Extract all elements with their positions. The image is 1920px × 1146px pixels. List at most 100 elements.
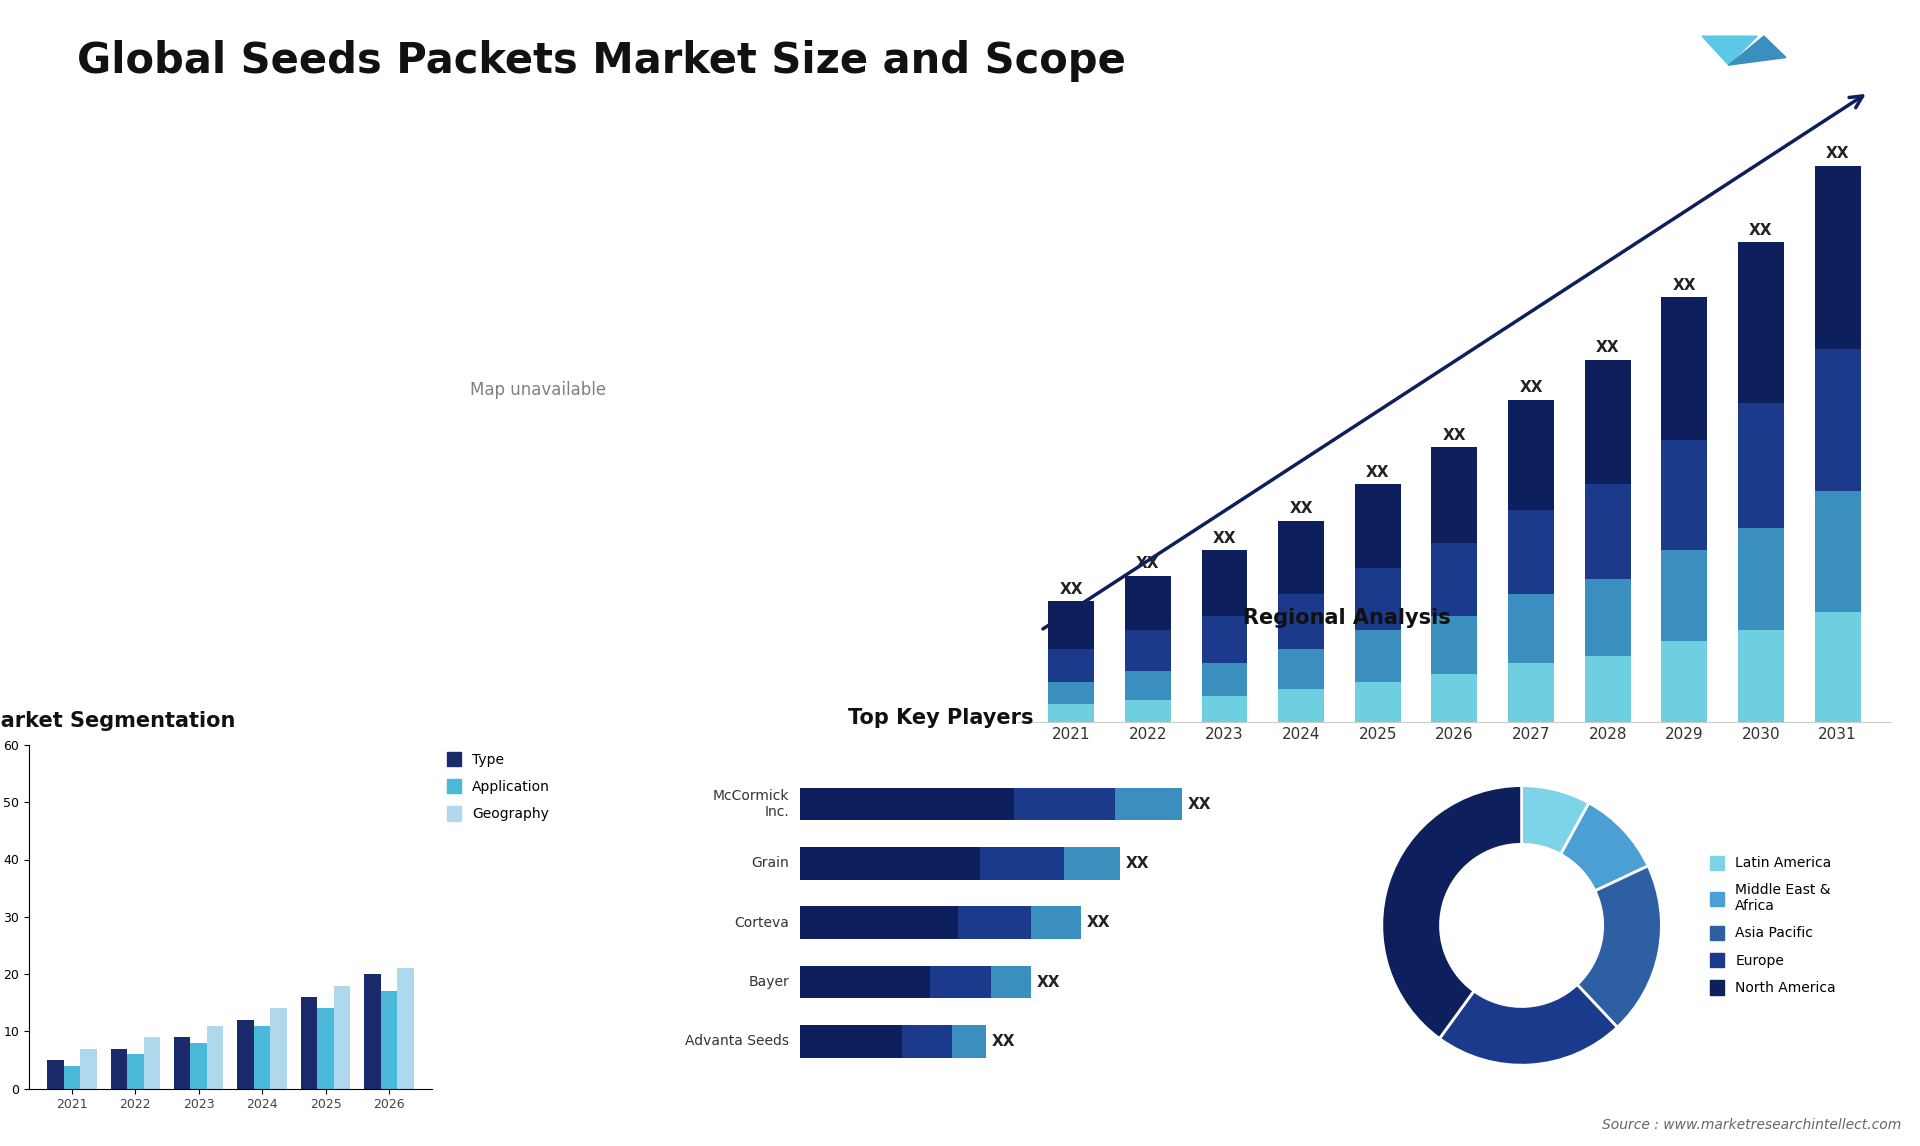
Bar (1661, 440, 1707, 550)
Bar (1738, 243, 1784, 403)
Text: MARKET: MARKET (1801, 40, 1851, 50)
Bar (365, 974, 380, 1089)
Text: Advanta Seeds: Advanta Seeds (685, 1035, 789, 1049)
Wedge shape (1440, 984, 1617, 1065)
Bar (1356, 484, 1402, 568)
Bar (1814, 165, 1860, 348)
Bar (1125, 700, 1171, 722)
Bar (1661, 642, 1707, 722)
Bar (1048, 704, 1094, 722)
Text: Map unavailable: Map unavailable (470, 380, 605, 399)
Bar (1432, 674, 1476, 722)
Bar (334, 986, 349, 1089)
Bar (1202, 697, 1248, 722)
Bar (1661, 550, 1707, 642)
Bar (1432, 447, 1476, 542)
Bar (1738, 630, 1784, 722)
Text: Regional Analysis: Regional Analysis (1242, 609, 1452, 628)
Bar (1661, 297, 1707, 440)
Bar (902, 1025, 952, 1058)
Bar (1584, 656, 1630, 722)
Bar (397, 968, 413, 1089)
Bar (1048, 602, 1094, 649)
Text: Market Segmentation: Market Segmentation (0, 711, 236, 730)
Bar (991, 966, 1031, 998)
Bar (1507, 594, 1553, 664)
Text: XX: XX (1137, 556, 1160, 571)
Bar (111, 1049, 127, 1089)
Bar (238, 1020, 253, 1089)
Bar (958, 906, 1031, 939)
Wedge shape (1521, 786, 1590, 854)
Bar (1584, 360, 1630, 484)
Bar (1814, 612, 1860, 722)
Bar (801, 1025, 902, 1058)
Bar (1507, 664, 1553, 722)
Bar (271, 1008, 286, 1089)
Bar (801, 906, 958, 939)
Text: XX: XX (1213, 531, 1236, 545)
Bar (207, 1026, 223, 1089)
Legend: Latin America, Middle East &
Africa, Asia Pacific, Europe, North America: Latin America, Middle East & Africa, Asi… (1711, 856, 1836, 995)
Bar (1432, 615, 1476, 674)
Bar (952, 1025, 985, 1058)
Bar (317, 1008, 334, 1089)
Legend: Type, Application, Geography: Type, Application, Geography (447, 752, 549, 822)
Bar (1814, 492, 1860, 612)
Bar (1202, 615, 1248, 664)
Bar (1031, 906, 1081, 939)
Bar (1584, 484, 1630, 579)
Text: XX: XX (1188, 796, 1212, 811)
Bar (1048, 649, 1094, 682)
Circle shape (1442, 846, 1601, 1005)
Bar (801, 966, 929, 998)
Bar (1116, 788, 1183, 821)
Text: Global Seeds Packets Market Size and Scope: Global Seeds Packets Market Size and Sco… (77, 40, 1125, 83)
Text: XX: XX (1365, 464, 1390, 480)
Bar (929, 966, 991, 998)
Bar (380, 991, 397, 1089)
Bar (1125, 670, 1171, 700)
Bar (1738, 528, 1784, 630)
Bar (48, 1060, 63, 1089)
Wedge shape (1576, 866, 1661, 1027)
Text: Top Key Players: Top Key Players (849, 708, 1033, 728)
Text: XX: XX (1037, 974, 1060, 989)
Bar (1356, 568, 1402, 630)
Text: XX: XX (1125, 856, 1150, 871)
Bar (1584, 579, 1630, 656)
Bar (1064, 847, 1121, 880)
Bar (1432, 542, 1476, 615)
Text: XX: XX (1060, 582, 1083, 597)
Polygon shape (1701, 37, 1757, 65)
Bar (1356, 630, 1402, 682)
Bar (175, 1037, 190, 1089)
Bar (1507, 510, 1553, 594)
Bar (1279, 520, 1325, 594)
Bar (1048, 682, 1094, 704)
Text: XX: XX (1519, 380, 1544, 395)
Bar (1279, 649, 1325, 689)
Text: XX: XX (991, 1034, 1016, 1049)
Polygon shape (1728, 37, 1786, 65)
Text: XX: XX (1672, 278, 1695, 293)
Bar (253, 1026, 271, 1089)
Text: XX: XX (1749, 223, 1772, 238)
Bar (1125, 575, 1171, 630)
Text: XX: XX (1596, 340, 1619, 355)
Bar (1014, 788, 1116, 821)
Bar (127, 1054, 144, 1089)
Text: Corteva: Corteva (733, 916, 789, 929)
Bar (1125, 630, 1171, 670)
Bar (1356, 682, 1402, 722)
Bar (1507, 400, 1553, 510)
Text: RESEARCH: RESEARCH (1801, 56, 1864, 66)
Bar (1738, 403, 1784, 528)
Text: Source : www.marketresearchintellect.com: Source : www.marketresearchintellect.com (1601, 1118, 1901, 1132)
Bar (801, 847, 979, 880)
Text: Bayer: Bayer (749, 975, 789, 989)
Text: XX: XX (1442, 427, 1467, 444)
Bar (81, 1049, 96, 1089)
Bar (979, 847, 1064, 880)
Text: Grain: Grain (751, 856, 789, 871)
